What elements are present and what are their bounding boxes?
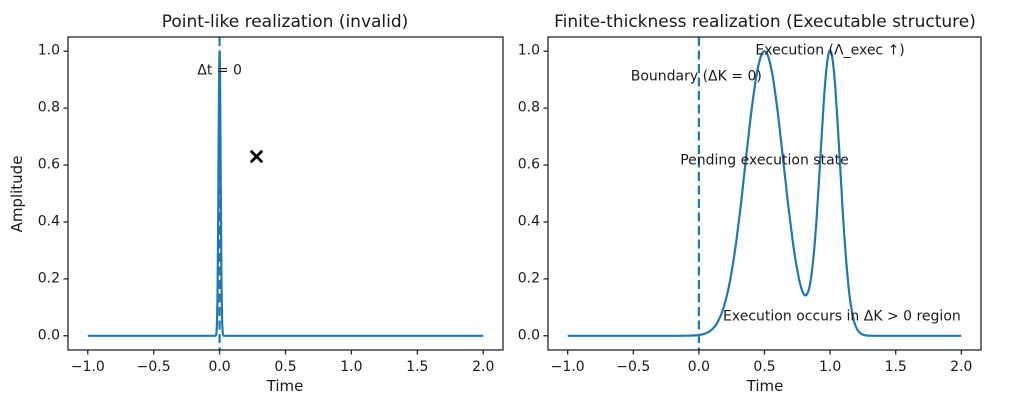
subplot2-x-axis-label: Time bbox=[746, 377, 784, 395]
axes-frame bbox=[547, 36, 982, 351]
x-tick-label: 2.0 bbox=[950, 359, 973, 375]
annotation: Δt = 0 bbox=[197, 62, 242, 79]
y-tick-label: 0.2 bbox=[37, 270, 60, 287]
x-tick-label: 2.0 bbox=[472, 359, 495, 375]
y-tick-label: 1.0 bbox=[37, 42, 60, 59]
subplot2-title: Finite-thickness realization (Executable… bbox=[554, 12, 976, 32]
x-tick-label: 0.5 bbox=[274, 359, 297, 375]
x-tick-label: 1.0 bbox=[818, 359, 842, 375]
x-tick-label: −1.0 bbox=[70, 359, 105, 375]
y-tick-label: 0.2 bbox=[517, 270, 540, 287]
x-tick-label: 0.0 bbox=[208, 359, 231, 375]
x-marker bbox=[249, 149, 264, 164]
y-tick-label: 0.0 bbox=[37, 327, 60, 344]
annotation: Boundary (ΔK = 0) bbox=[630, 68, 762, 85]
x-tick-label: −0.5 bbox=[616, 359, 651, 375]
subplot1-title: Point-like realization (invalid) bbox=[161, 12, 409, 32]
subplot1-x-axis-label: Time bbox=[266, 377, 304, 395]
annotation: Execution occurs in ΔK > 0 region bbox=[723, 308, 961, 325]
annotation: Pending execution state bbox=[680, 152, 849, 169]
x-tick-label: 0.5 bbox=[753, 359, 776, 375]
x-tick-label: 1.0 bbox=[340, 359, 363, 375]
x-tick-label: 1.5 bbox=[406, 359, 429, 375]
y-tick-label: 0.8 bbox=[37, 99, 60, 116]
signal-curve bbox=[86, 50, 485, 337]
y-tick-label: 0.0 bbox=[517, 327, 540, 344]
x-tick-label: 1.5 bbox=[884, 359, 907, 375]
annotation: Execution (Λ_exec ↑) bbox=[755, 42, 905, 59]
axes-frame bbox=[67, 36, 504, 351]
x-tick-label: −1.0 bbox=[550, 359, 585, 375]
y-tick-label: 0.6 bbox=[37, 156, 60, 173]
y-axis-label: Amplitude bbox=[8, 155, 26, 233]
y-tick-label: 1.0 bbox=[517, 42, 540, 59]
x-tick-label: −0.5 bbox=[136, 359, 171, 375]
y-tick-label: 0.6 bbox=[517, 156, 540, 173]
y-tick-label: 0.4 bbox=[37, 213, 60, 230]
y-tick-label: 0.8 bbox=[517, 99, 540, 116]
y-tick-label: 0.4 bbox=[517, 213, 540, 230]
x-tick-label: 0.0 bbox=[687, 359, 711, 375]
signal-curve bbox=[567, 49, 962, 337]
